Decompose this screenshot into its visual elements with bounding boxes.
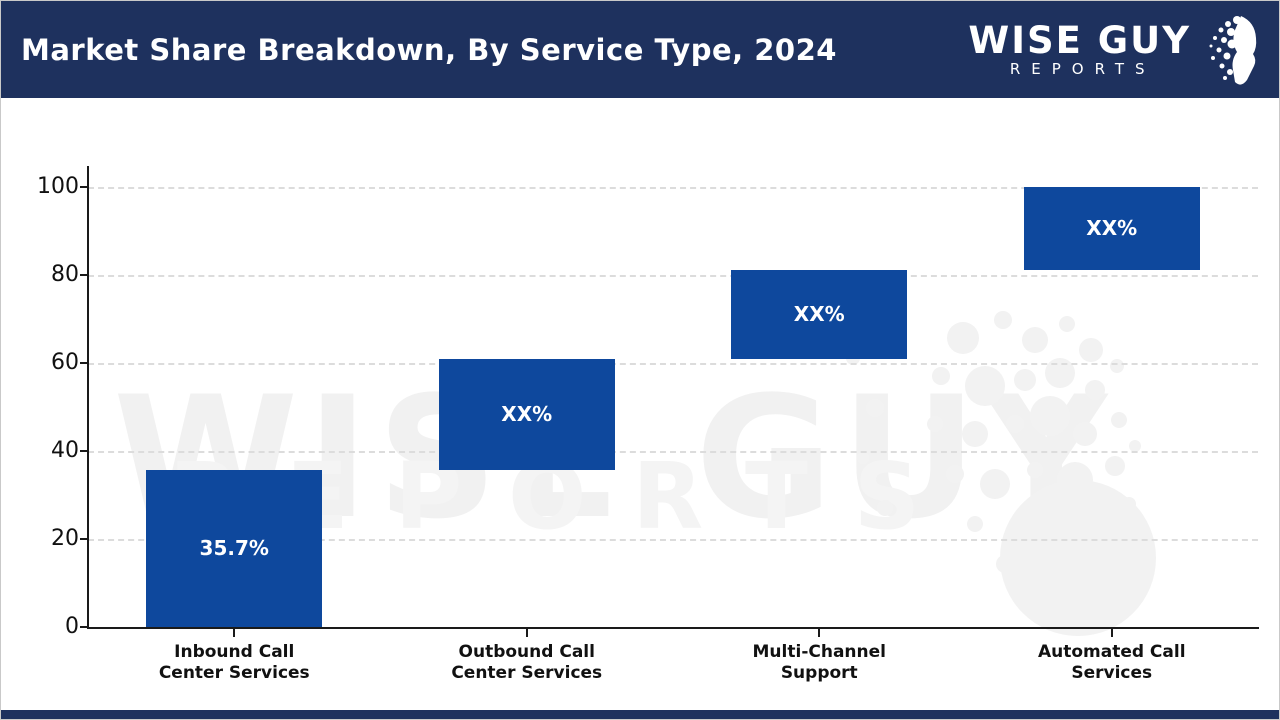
y-axis-tick-label: 40 xyxy=(51,438,79,463)
bar-2: XX% xyxy=(438,358,615,470)
x-axis-tickmark xyxy=(233,629,236,637)
bar-value-label: XX% xyxy=(501,402,553,427)
x-category-label: Inbound Call Center Services xyxy=(158,642,310,683)
x-category-label: Multi-Channel Support xyxy=(752,642,886,683)
header-bar: Market Share Breakdown, By Service Type,… xyxy=(1,1,1279,98)
y-axis-tickmark xyxy=(80,538,88,540)
gridline-40 xyxy=(88,451,1258,453)
wise-guy-logo: WISE GUY REPORTS xyxy=(968,12,1263,88)
bar-4: XX% xyxy=(1023,187,1200,270)
bar-value-label: XX% xyxy=(793,302,845,327)
y-axis-tickmark xyxy=(80,450,88,452)
logo-subtitle: REPORTS xyxy=(1009,59,1156,78)
x-axis-line xyxy=(87,627,1259,629)
plot-area: WISE GUY REPORTS 0 20 40 60 80 100 35.7% Inboun… xyxy=(1,98,1279,710)
logo-text: WISE GUY REPORTS xyxy=(968,18,1191,78)
gridline-20 xyxy=(88,539,1258,541)
y-axis-tickmark xyxy=(80,626,88,628)
x-category-label: Outbound Call Center Services xyxy=(451,642,603,683)
x-axis-tickmark xyxy=(525,629,528,637)
chart-title: Market Share Breakdown, By Service Type,… xyxy=(21,32,837,67)
x-category-label: Automated Call Services xyxy=(1037,642,1186,683)
x-axis-tickmark xyxy=(1110,629,1113,637)
y-axis-tick-label: 20 xyxy=(51,526,79,551)
y-axis-tickmark xyxy=(80,274,88,276)
logo-wordmark: WISE GUY xyxy=(968,18,1191,62)
bar-value-label: 35.7% xyxy=(199,536,269,561)
y-axis-tick-label: 80 xyxy=(51,262,79,287)
logo-head-icon xyxy=(1209,15,1257,85)
gridline-100 xyxy=(88,187,1258,189)
footer-bar xyxy=(1,710,1279,719)
bar-1: 35.7% xyxy=(146,469,323,627)
gridline-60 xyxy=(88,363,1258,365)
y-axis-tickmark xyxy=(80,362,88,364)
y-axis-tick-label: 0 xyxy=(65,614,79,639)
bar-value-label: XX% xyxy=(1086,216,1138,241)
bar-3: XX% xyxy=(731,269,908,359)
x-axis-tickmark xyxy=(818,629,821,637)
y-axis-line xyxy=(87,166,89,629)
y-axis-tick-label: 60 xyxy=(51,350,79,375)
y-axis-tickmark xyxy=(80,186,88,188)
gridline-80 xyxy=(88,275,1258,277)
y-axis-tick-label: 100 xyxy=(37,174,79,199)
